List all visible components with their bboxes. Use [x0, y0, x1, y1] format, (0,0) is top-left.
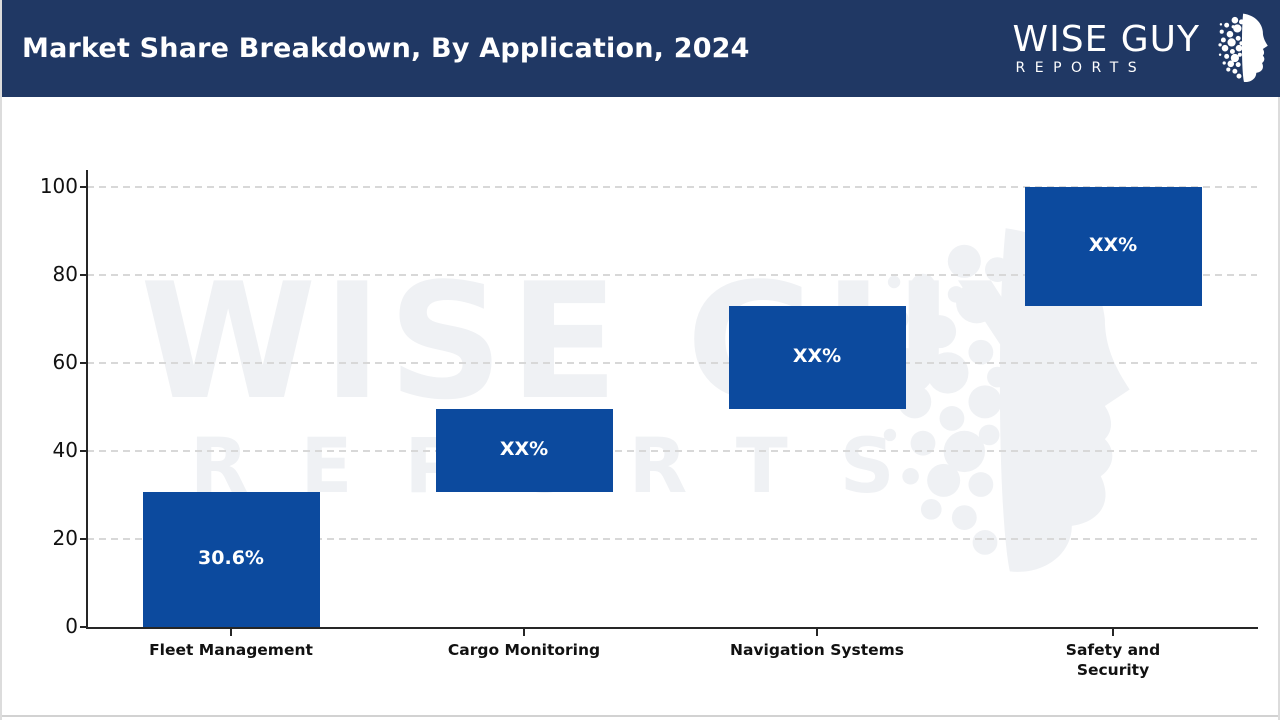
waterfall-chart: 0 20 40 60 80 100 30.6% XX% XX% XX% Fleet Manageme… [2, 97, 1280, 715]
x-tick-mark-1 [523, 629, 525, 636]
y-tick-label-20: 20 [52, 526, 78, 550]
wise-guy-logo: WISE GUY REPORTS [1013, 12, 1269, 86]
x-tick-mark-2 [816, 629, 818, 636]
bottom-divider [2, 715, 1278, 717]
y-axis-spine [86, 170, 88, 629]
bar-value-label: XX% [792, 344, 842, 367]
header-banner: Market Share Breakdown, By Application, … [2, 0, 1280, 97]
y-tick-mark-0 [80, 626, 87, 628]
bar-fleet-management [142, 492, 320, 627]
bar-value-label: XX% [499, 437, 549, 460]
y-tick-label-100: 100 [39, 174, 78, 198]
dotted-head-icon [1218, 13, 1268, 82]
bar-value-label: XX% [1088, 233, 1138, 256]
x-tick-label-1: Cargo Monitoring [447, 641, 601, 659]
gridline-80 [87, 274, 1257, 276]
y-tick-label-40: 40 [52, 438, 78, 462]
bar-cargo-monitoring [435, 409, 613, 493]
x-tick-label-0: Fleet Management [149, 641, 313, 659]
bar-value-label: 30.6% [198, 546, 264, 569]
gridline-40 [87, 450, 1257, 452]
y-tick-mark-60 [80, 362, 87, 364]
x-tick-label-3: Safety and Security [1065, 641, 1161, 679]
logo-subtitle: REPORTS [1015, 60, 1147, 76]
y-tick-mark-40 [80, 450, 87, 452]
watermark-dotted-head [881, 228, 1130, 572]
x-tick-label-2: Navigation Systems [730, 641, 904, 659]
y-tick-mark-20 [80, 538, 87, 540]
logo-text: WISE GUY REPORTS [1012, 19, 1201, 76]
page-title: Market Share Breakdown, By Application, … [22, 33, 750, 64]
logo-wordmark: WISE GUY [1012, 19, 1200, 60]
y-tick-mark-80 [80, 274, 87, 276]
bar-navigation-systems [728, 306, 906, 410]
x-tick-mark-0 [230, 629, 232, 636]
x-axis-spine [86, 627, 1258, 629]
y-tick-mark-100 [80, 186, 87, 188]
y-tick-label-0: 0 [65, 614, 78, 638]
y-tick-label-80: 80 [52, 262, 78, 286]
y-tick-label-60: 60 [52, 350, 78, 374]
gridline-20 [87, 538, 1257, 540]
gridline-100 [87, 186, 1257, 188]
gridline-60 [87, 362, 1257, 364]
x-tick-mark-3 [1112, 629, 1114, 636]
bar-safety-and-security [1024, 187, 1202, 307]
